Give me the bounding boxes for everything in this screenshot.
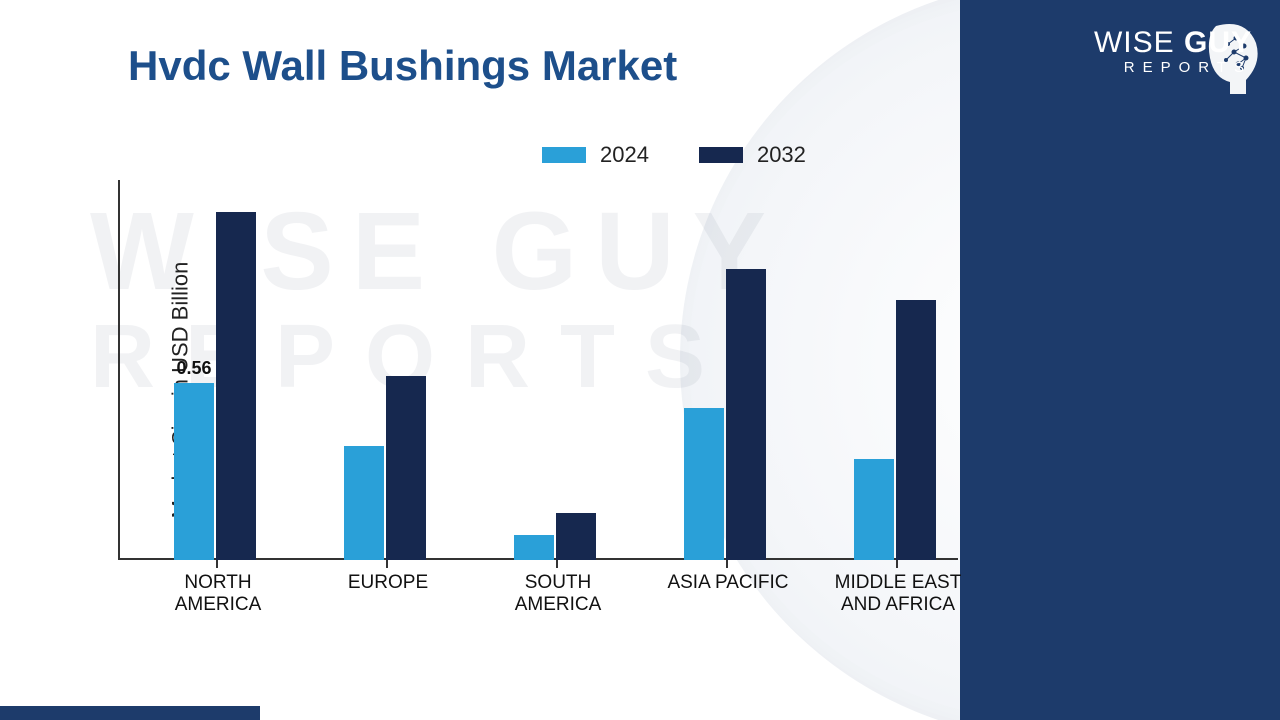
category-label: NORTH AMERICA xyxy=(148,572,288,616)
x-tick xyxy=(556,560,558,568)
brand-name-b: GUY xyxy=(1184,26,1252,59)
category-label: SOUTH AMERICA xyxy=(488,572,628,616)
plot-area: 0.56NORTH AMERICAEUROPESOUTH AMERICAASIA… xyxy=(118,180,958,560)
chart: Market Size in USD Billion 2024 2032 0.5… xyxy=(62,150,962,630)
brand-sub: REPORTS xyxy=(1094,60,1252,75)
bar-value-label: 0.56 xyxy=(176,358,211,379)
bar-2032 xyxy=(726,269,766,560)
bottom-accent-bar xyxy=(0,706,260,720)
bar-2032 xyxy=(556,513,596,561)
legend-item-2032: 2032 xyxy=(699,142,806,168)
page-title: Hvdc Wall Bushings Market xyxy=(128,42,677,90)
bar-2032 xyxy=(216,212,256,560)
category-label: MIDDLE EAST AND AFRICA xyxy=(828,572,968,616)
x-tick xyxy=(216,560,218,568)
category-label: EUROPE xyxy=(318,572,458,594)
bar-2032 xyxy=(896,300,936,560)
bar-2024 xyxy=(684,408,724,560)
bar-2024 xyxy=(854,459,894,560)
legend-item-2024: 2024 xyxy=(542,142,649,168)
legend: 2024 2032 xyxy=(542,142,806,168)
bar-2024 xyxy=(174,383,214,560)
bar-2032 xyxy=(386,376,426,560)
legend-label-2024: 2024 xyxy=(600,142,649,168)
bar-2024 xyxy=(344,446,384,560)
legend-label-2032: 2032 xyxy=(757,142,806,168)
x-tick xyxy=(726,560,728,568)
brand-logo-text: WISE GUY REPORTS xyxy=(1094,28,1252,75)
y-axis xyxy=(118,180,120,560)
legend-swatch-2032 xyxy=(699,147,743,163)
brand-name-a: WISE xyxy=(1094,26,1175,59)
x-tick xyxy=(386,560,388,568)
legend-swatch-2024 xyxy=(542,147,586,163)
right-brand-panel xyxy=(960,0,1280,720)
bar-2024 xyxy=(514,535,554,560)
category-label: ASIA PACIFIC xyxy=(658,572,798,594)
x-tick xyxy=(896,560,898,568)
